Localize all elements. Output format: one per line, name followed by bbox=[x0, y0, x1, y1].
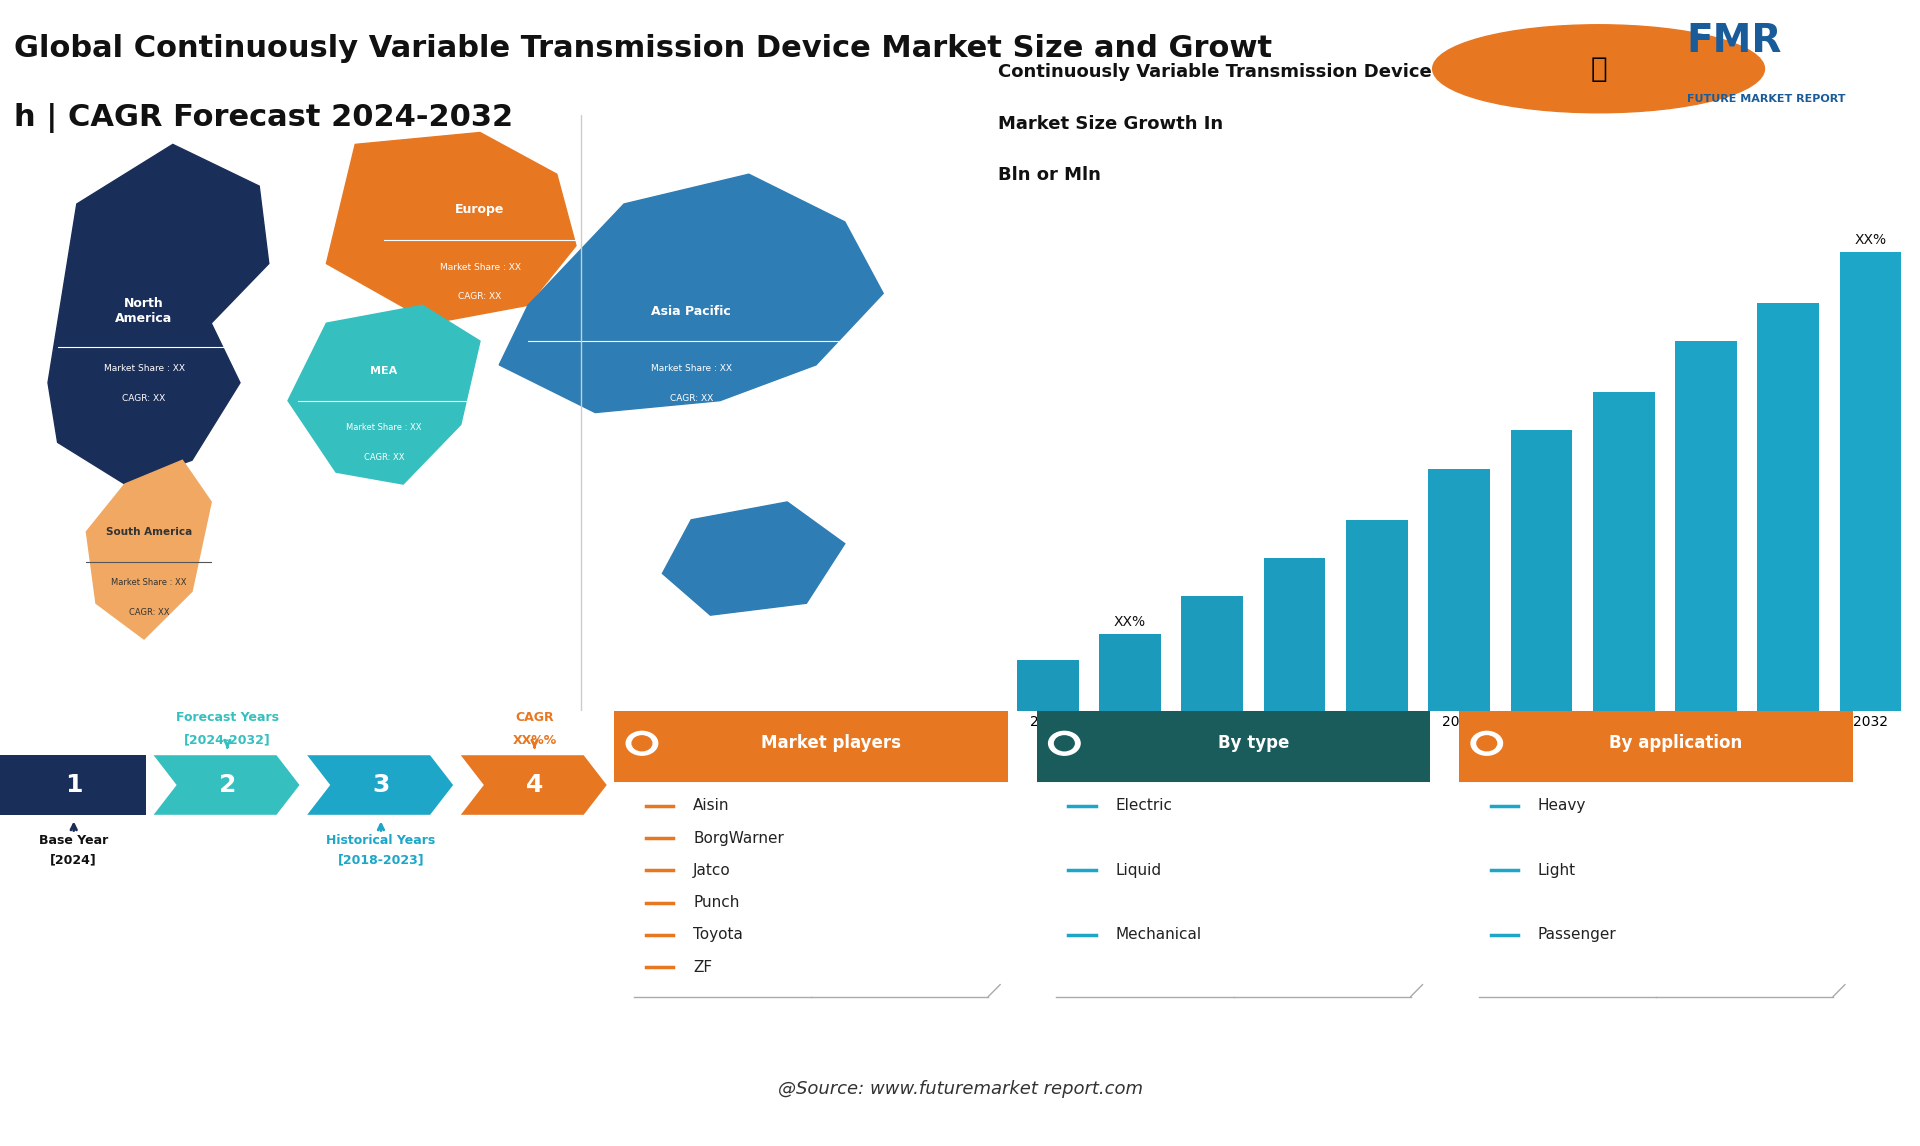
Text: Electric: Electric bbox=[1116, 799, 1173, 814]
FancyBboxPatch shape bbox=[1452, 705, 1860, 782]
Text: CAGR: XX: CAGR: XX bbox=[459, 292, 501, 301]
FancyBboxPatch shape bbox=[1029, 705, 1438, 782]
Text: Market Share : XX: Market Share : XX bbox=[111, 579, 186, 588]
Text: [2024-2032]: [2024-2032] bbox=[184, 733, 271, 747]
Circle shape bbox=[1471, 731, 1503, 755]
Text: 🔭: 🔭 bbox=[1590, 55, 1607, 83]
Circle shape bbox=[1476, 736, 1496, 751]
Text: Light: Light bbox=[1538, 863, 1576, 878]
FancyBboxPatch shape bbox=[1452, 774, 1860, 1014]
Text: FMR: FMR bbox=[1686, 22, 1782, 61]
Circle shape bbox=[632, 736, 651, 751]
Text: Toyota: Toyota bbox=[693, 927, 743, 942]
Text: Asia Pacific: Asia Pacific bbox=[651, 305, 732, 317]
Text: Market players: Market players bbox=[760, 735, 900, 752]
Text: 1: 1 bbox=[65, 774, 83, 796]
Bar bbox=[1346, 519, 1407, 711]
Bar bbox=[1098, 634, 1162, 711]
Text: Jatco: Jatco bbox=[693, 863, 732, 878]
Text: CAGR: CAGR bbox=[515, 712, 553, 724]
Text: FUTURE MARKET REPORT: FUTURE MARKET REPORT bbox=[1686, 94, 1845, 104]
Polygon shape bbox=[154, 755, 300, 815]
Text: Market Share : XX: Market Share : XX bbox=[104, 363, 184, 372]
Bar bbox=[1674, 342, 1738, 711]
FancyBboxPatch shape bbox=[607, 774, 1016, 1014]
Polygon shape bbox=[499, 174, 883, 413]
Text: Bln or Mln: Bln or Mln bbox=[998, 166, 1102, 185]
Text: Market Share : XX: Market Share : XX bbox=[651, 363, 732, 372]
Text: Market Share : XX: Market Share : XX bbox=[346, 423, 422, 432]
Text: By application: By application bbox=[1609, 735, 1741, 752]
Text: MEA: MEA bbox=[371, 366, 397, 376]
Bar bbox=[1594, 392, 1655, 711]
Bar bbox=[1428, 469, 1490, 711]
Text: Liquid: Liquid bbox=[1116, 863, 1162, 878]
Text: 2: 2 bbox=[219, 774, 236, 796]
Text: Aisin: Aisin bbox=[693, 799, 730, 814]
Text: @Source: www.futuremarket report.com: @Source: www.futuremarket report.com bbox=[778, 1080, 1142, 1098]
Text: South America: South America bbox=[106, 527, 192, 536]
Text: XX%%: XX%% bbox=[513, 733, 557, 747]
Text: XX%: XX% bbox=[1114, 615, 1146, 629]
Text: BorgWarner: BorgWarner bbox=[693, 831, 783, 846]
Text: Heavy: Heavy bbox=[1538, 799, 1586, 814]
Text: Passenger: Passenger bbox=[1538, 927, 1617, 942]
Polygon shape bbox=[662, 502, 845, 615]
Text: Punch: Punch bbox=[693, 895, 739, 910]
Text: North
America: North America bbox=[115, 297, 173, 325]
Polygon shape bbox=[307, 755, 453, 815]
Bar bbox=[1839, 252, 1901, 711]
Bar bbox=[1757, 303, 1820, 711]
Text: h | CAGR Forecast 2024-2032: h | CAGR Forecast 2024-2032 bbox=[13, 103, 513, 133]
Text: CAGR: XX: CAGR: XX bbox=[363, 453, 405, 462]
Text: CAGR: XX: CAGR: XX bbox=[129, 609, 169, 618]
Bar bbox=[1511, 431, 1572, 711]
Text: [2024]: [2024] bbox=[50, 853, 98, 866]
Text: Historical Years: Historical Years bbox=[326, 834, 436, 847]
Text: Continuously Variable Transmission Device: Continuously Variable Transmission Devic… bbox=[998, 63, 1432, 81]
Bar bbox=[1263, 558, 1325, 711]
Polygon shape bbox=[48, 144, 269, 484]
Text: 4: 4 bbox=[526, 774, 543, 796]
Text: Base Year: Base Year bbox=[38, 834, 108, 847]
Polygon shape bbox=[461, 755, 607, 815]
Bar bbox=[1181, 596, 1244, 711]
Text: [2018-2023]: [2018-2023] bbox=[338, 853, 424, 866]
FancyBboxPatch shape bbox=[0, 755, 146, 815]
Circle shape bbox=[1054, 736, 1073, 751]
Text: Global Continuously Variable Transmission Device Market Size and Growt: Global Continuously Variable Transmissio… bbox=[13, 34, 1273, 63]
Text: By type: By type bbox=[1217, 735, 1288, 752]
Circle shape bbox=[626, 731, 659, 755]
Text: CAGR: XX: CAGR: XX bbox=[123, 393, 165, 402]
Text: Market Size Growth In: Market Size Growth In bbox=[998, 115, 1223, 133]
Circle shape bbox=[1048, 731, 1081, 755]
FancyBboxPatch shape bbox=[1029, 774, 1438, 1014]
Text: ZF: ZF bbox=[693, 959, 712, 975]
Text: Europe: Europe bbox=[455, 204, 505, 217]
FancyBboxPatch shape bbox=[607, 705, 1016, 782]
Text: Forecast Years: Forecast Years bbox=[177, 712, 278, 724]
Text: Market Share : XX: Market Share : XX bbox=[440, 262, 520, 272]
Circle shape bbox=[1432, 25, 1764, 112]
Text: XX%: XX% bbox=[1855, 234, 1887, 248]
Polygon shape bbox=[86, 461, 211, 639]
Polygon shape bbox=[288, 305, 480, 484]
Polygon shape bbox=[326, 133, 576, 323]
Bar bbox=[1018, 660, 1079, 711]
Text: Mechanical: Mechanical bbox=[1116, 927, 1202, 942]
Text: 3: 3 bbox=[372, 774, 390, 796]
Text: CAGR: XX: CAGR: XX bbox=[670, 393, 712, 402]
